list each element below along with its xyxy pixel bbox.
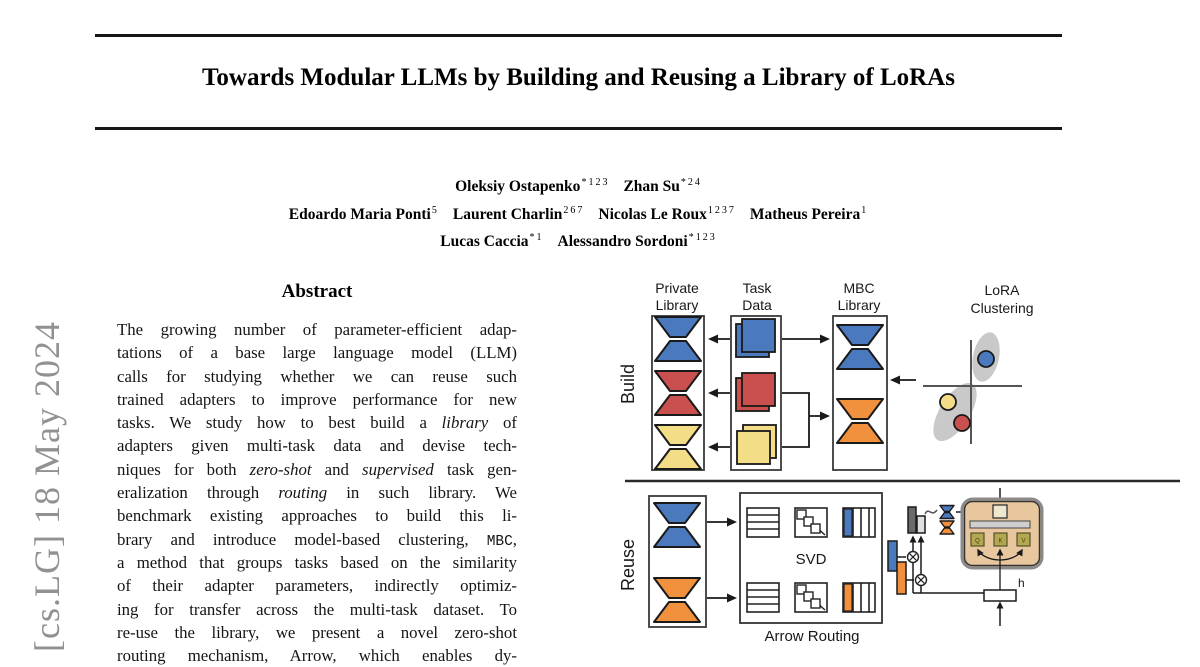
routing-weight-bar-light [916,515,926,534]
attention-bar [969,520,1031,529]
abstract-line: brary and introduce model-based clusteri… [117,529,517,550]
v-proj-box [1016,532,1031,547]
author-affiliation-sup: 5 [431,204,439,216]
author-name: Alessandro Sordoni*123 [557,232,717,251]
arrow-routing-compute [887,504,991,595]
selected-lora-orange [939,520,955,535]
label-data: Data [742,297,772,313]
private-library-box [651,315,705,471]
abstract-line: of their adapter parameters, indirectly … [117,576,517,596]
svd-matrix-u-blue [746,507,780,538]
selected-lora-blue [939,504,955,520]
author-affiliation-sup: *123 [581,177,610,188]
mbc-library-box [832,315,888,471]
label-lora: LoRA [984,282,1020,298]
lora-clustering-plot [923,332,1022,444]
title-rule-top [95,34,1062,37]
author-block: Oleksiy Ostapenko*123 Zhan Su*24 Edoardo M… [95,171,1062,254]
label-svd: SVD [796,551,827,568]
svd-matrix-v-orange [842,582,876,613]
author-name: Laurent Charlin267 [452,204,585,223]
author-name: Lucas Caccia*1 [440,232,544,251]
author-name: Matheus Pereira1 [749,204,869,223]
svd-matrix-v-blue [842,507,876,538]
label-private: Private [655,280,699,296]
author-name: Oleksiy Ostapenko*123 [455,177,610,196]
abstract-line: trained adapters to improve performance … [117,389,517,409]
abstract-line: calls for studying whether we can reuse … [117,366,517,386]
task-stack-yellow-front [736,430,771,465]
abstract-line: benchmark existing approaches to build t… [117,506,517,526]
abstract-heading: Abstract [281,281,353,302]
cluster-point-red [953,414,971,432]
abstract-line: a method that groups tasks based on the … [117,552,517,572]
abstract-line: niques for both zero-shot and supervised… [117,459,517,479]
prototype-bar-orange [896,561,907,595]
label-v: V [1021,539,1025,545]
abstract-line: eralization through routing in such libr… [117,483,517,503]
cluster-ellipse-2 [933,382,977,442]
label-k: K [998,539,1002,545]
label-reuse: Reuse [620,539,638,591]
cluster-point-yellow [939,393,957,411]
train-arrows [708,334,730,452]
task-data-box [730,315,782,471]
label-library-1: Library [656,297,699,313]
label-clustering: Clustering [970,300,1033,316]
author-line: Lucas Caccia*1 Alessandro Sordoni*123 [95,226,1062,254]
label-library-2: Library [838,297,881,313]
author-affiliation-sup: *1 [529,232,544,244]
abstract-line: adapters given multi-task data and devis… [117,436,517,456]
label-h: h [1018,576,1025,590]
label-arrow-routing: Arrow Routing [764,628,859,645]
author-affiliation-sup: *123 [688,232,717,244]
author-affiliation-sup: 267 [563,204,585,216]
task-stack-blue-front [741,318,776,353]
figure-lora-library-diagram: Private Library Task Data MBC Library Lo… [620,280,1180,645]
reuse-library-box [648,495,707,628]
label-task: Task [743,280,773,296]
prototype-bar-blue [887,540,898,572]
author-name: Edoardo Maria Ponti5 [288,204,439,223]
author-affiliation-sup: *24 [680,177,702,188]
abstract-line: ing for transfer across the multi-task d… [117,599,517,619]
svd-matrix-sigma-orange [794,582,828,613]
arxiv-watermark: [cs.LG] 18 May 2024 [27,321,67,652]
author-line: Oleksiy Ostapenko*123 Zhan Su*24 [95,171,1062,199]
task-stack-red-front [741,372,776,407]
mbc-cluster-links [782,334,830,448]
multiply-icon-2 [914,573,928,587]
routing-weight-bar-dark [907,506,917,534]
multiply-icon-1 [906,550,920,564]
abstract-line: The growing number of parameter-efficien… [117,320,517,339]
output-cell [992,504,1008,519]
transformer-block: Q K V h [960,488,1044,626]
svd-matrix-sigma-blue [794,507,828,538]
label-build: Build [620,364,638,404]
paper-page: { "sidebar": { "text": "[cs.LG] 18 May 2… [27,34,1180,666]
page-title: Towards Modular LLMs by Building and Reu… [202,64,955,91]
label-q: Q [975,539,980,545]
abstract-line: re-use the library, we present a novel z… [117,622,517,642]
author-name: Nicolas Le Roux1237 [598,204,736,223]
cluster-point-blue [977,350,995,368]
select-squiggle [924,509,938,515]
svd-box: SVD [739,492,883,624]
abstract-line: tations of a base large language model (… [117,343,517,363]
q-proj-box [970,532,985,547]
hidden-state-box [983,589,1017,602]
author-line: Edoardo Maria Ponti5 Laurent Charlin267 Ni… [95,199,1062,227]
author-affiliation-sup: 1 [861,204,869,216]
title-rule-bottom [95,127,1062,130]
author-affiliation-sup: 1237 [707,204,736,216]
label-mbc: MBC [843,280,874,296]
abstract-line: tasks. We study how to best build a libr… [117,413,517,433]
k-proj-box [993,532,1008,547]
author-name: Zhan Su*24 [623,177,702,196]
svd-matrix-u-orange [746,582,780,613]
abstract-body: The growing number of parameter-efficien… [117,318,517,667]
transformer-inner-border [963,500,1041,567]
